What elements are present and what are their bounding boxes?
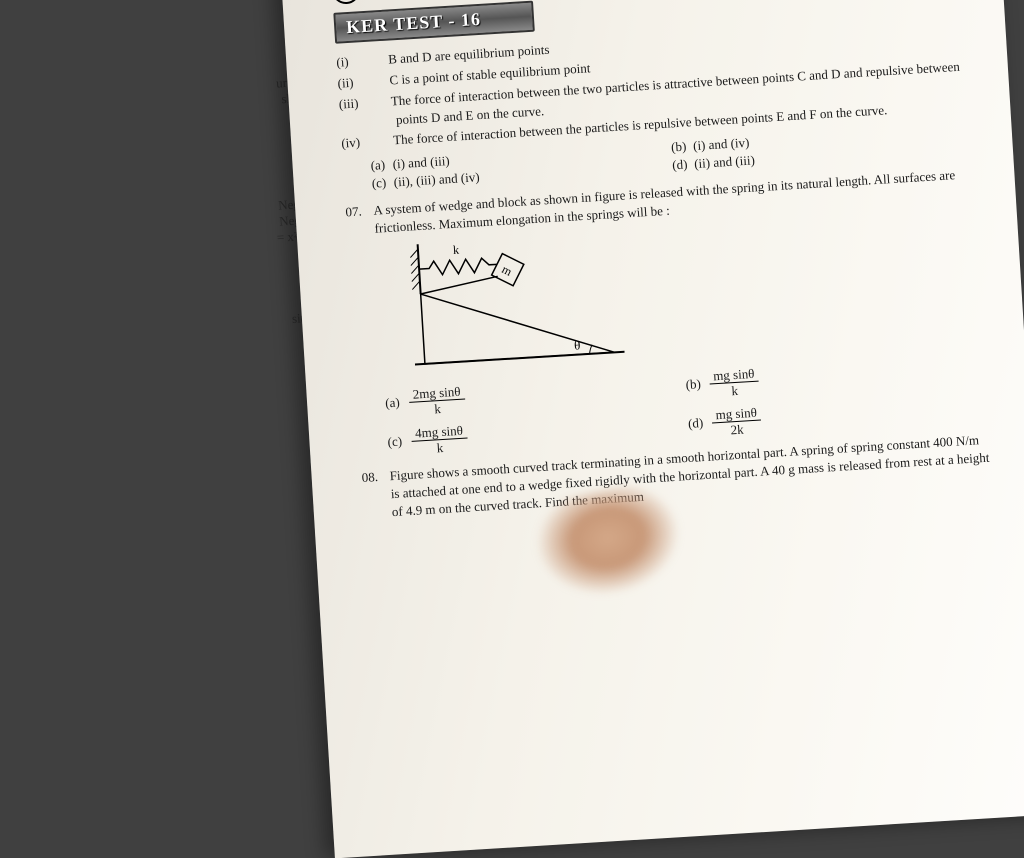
question-number-circle: 1 (331, 0, 361, 5)
mass-label: m (500, 262, 515, 279)
test-banner: KER TEST - 16 (333, 1, 535, 44)
spring-label: k (453, 242, 460, 256)
angle-label: θ (574, 337, 581, 352)
wedge-diagram: k m θ (408, 210, 985, 380)
